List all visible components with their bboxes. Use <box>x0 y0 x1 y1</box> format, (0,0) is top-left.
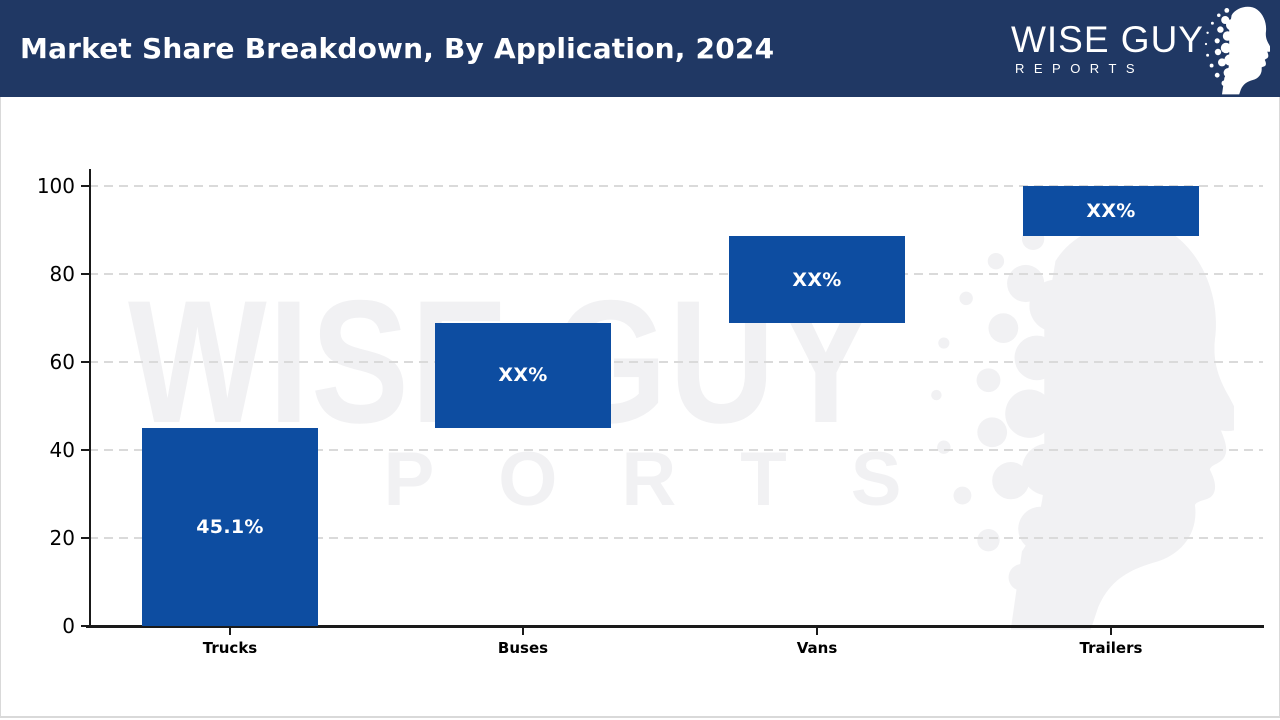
y-tick-label-0: 0 <box>62 614 75 638</box>
frame-left-edge <box>0 97 1 717</box>
bar-value-label: XX% <box>1086 200 1136 223</box>
x-tickmark-buses <box>522 628 524 635</box>
bar-vans: XX% <box>729 236 905 324</box>
brand-name: WISE GUY <box>1010 19 1204 60</box>
header-bar: Market Share Breakdown, By Application, … <box>0 0 1280 97</box>
gridline-20 <box>89 537 1263 539</box>
page-title: Market Share Breakdown, By Application, … <box>20 32 775 65</box>
brand-logo: WISE GUY REPORTS <box>1011 0 1270 97</box>
bar-trailers: XX% <box>1023 186 1199 237</box>
dotted-face-profile-icon <box>1204 6 1270 94</box>
y-tickmark-20 <box>81 537 89 539</box>
x-tickmark-trailers <box>1110 628 1112 635</box>
y-tick-label-60: 60 <box>49 350 75 374</box>
y-tickmark-40 <box>81 449 89 451</box>
y-tick-label-80: 80 <box>49 262 75 286</box>
y-tickmark-0 <box>81 625 89 627</box>
gridline-100 <box>89 185 1263 187</box>
x-tick-label-buses: Buses <box>497 639 549 657</box>
gridline-80 <box>89 273 1263 275</box>
x-tick-label-trucks: Trucks <box>202 639 258 657</box>
y-axis-line <box>89 169 91 628</box>
y-tickmark-60 <box>81 361 89 363</box>
frame-bottom-edge <box>0 716 1280 718</box>
gridline-60 <box>89 361 1263 363</box>
gridline-40 <box>89 449 1263 451</box>
bar-buses: XX% <box>435 323 611 428</box>
x-axis-line <box>86 625 1264 628</box>
y-tickmark-100 <box>81 185 89 187</box>
x-tick-label-trailers: Trailers <box>1079 639 1143 657</box>
brand-subtitle: REPORTS <box>1014 61 1145 76</box>
x-tickmark-trucks <box>229 628 231 635</box>
bar-value-label: 45.1% <box>196 515 264 538</box>
brand-logo-text: WISE GUY REPORTS <box>1011 21 1204 76</box>
y-tick-label-40: 40 <box>49 438 75 462</box>
y-tick-label-20: 20 <box>49 526 75 550</box>
bar-value-label: XX% <box>792 268 842 291</box>
chart: WISE GUY REPORTS 0 20 40 60 80 100 45.1% Trucks… <box>0 97 1280 717</box>
y-tickmark-80 <box>81 273 89 275</box>
bar-trucks: 45.1% <box>142 427 318 626</box>
bar-value-label: XX% <box>498 364 548 387</box>
y-tick-label-100: 100 <box>36 174 75 198</box>
x-tick-label-vans: Vans <box>796 639 838 657</box>
x-tickmark-vans <box>816 628 818 635</box>
